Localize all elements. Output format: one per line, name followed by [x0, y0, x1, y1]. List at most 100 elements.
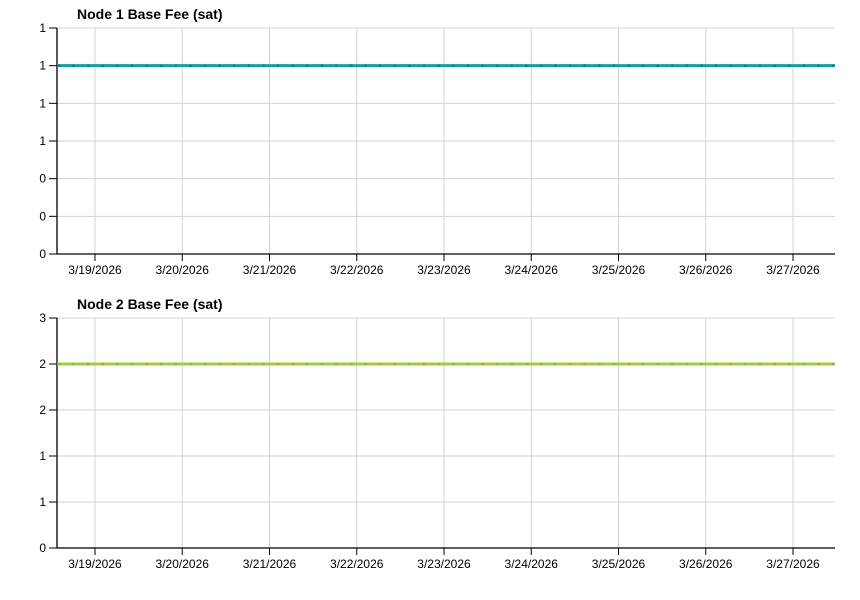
data-point-marker	[481, 64, 484, 68]
data-point-marker	[700, 362, 703, 366]
data-point-marker	[203, 362, 207, 366]
data-point-marker	[481, 362, 484, 366]
data-point-marker	[422, 362, 426, 366]
data-point-marker	[524, 64, 528, 68]
data-point-marker	[831, 362, 835, 366]
data-point-marker	[787, 64, 791, 68]
data-point-marker	[627, 64, 630, 68]
data-point-marker	[685, 362, 689, 366]
y-tick-label: 1	[39, 59, 46, 73]
x-tick-label: 3/21/2026	[243, 557, 297, 571]
data-point-marker	[802, 362, 806, 366]
data-point-marker	[57, 362, 61, 366]
data-point-marker	[495, 362, 499, 366]
data-point-marker	[437, 362, 441, 366]
data-point-marker	[451, 64, 455, 68]
data-point-marker	[466, 362, 470, 366]
y-tick-label: 2	[39, 357, 46, 371]
x-tick-label: 3/21/2026	[243, 263, 297, 277]
y-tick-label: 3	[39, 311, 46, 325]
data-point-marker	[320, 362, 324, 366]
data-point-marker	[218, 362, 222, 366]
data-point-marker	[189, 64, 192, 68]
data-point-marker	[568, 64, 572, 68]
node1-chart-title: Node 1 Base Fee (sat)	[77, 6, 223, 22]
x-tick-label: 3/27/2026	[766, 557, 820, 571]
data-point-marker	[247, 362, 251, 366]
data-point-marker	[349, 362, 353, 366]
data-point-marker	[393, 64, 397, 68]
data-point-marker	[116, 64, 119, 68]
x-tick-label: 3/19/2026	[68, 557, 122, 571]
data-point-marker	[568, 362, 572, 366]
data-point-marker	[86, 64, 90, 68]
y-tick-label: 1	[39, 96, 46, 110]
y-tick-label: 0	[39, 541, 46, 555]
x-tick-label: 3/20/2026	[156, 557, 210, 571]
data-point-marker	[729, 362, 733, 366]
data-point-marker	[583, 64, 587, 68]
x-tick-label: 3/23/2026	[417, 263, 471, 277]
data-point-marker	[612, 64, 616, 68]
data-point-marker	[130, 64, 134, 68]
data-point-marker	[641, 362, 645, 366]
data-point-marker	[276, 64, 280, 68]
data-point-marker	[656, 64, 660, 68]
x-tick-label: 3/19/2026	[68, 263, 122, 277]
data-point-marker	[364, 362, 368, 366]
data-point-marker	[247, 64, 251, 68]
data-point-marker	[145, 362, 149, 366]
data-point-marker	[262, 362, 265, 366]
data-point-marker	[641, 64, 645, 68]
y-tick-label: 2	[39, 403, 46, 417]
data-point-marker	[758, 362, 762, 366]
data-point-marker	[612, 362, 616, 366]
y-tick-label: 0	[39, 172, 46, 186]
x-tick-label: 3/23/2026	[417, 557, 471, 571]
data-point-marker	[145, 64, 149, 68]
data-point-marker	[670, 362, 674, 366]
y-tick-label: 1	[39, 21, 46, 35]
data-point-marker	[554, 362, 557, 366]
data-point-marker	[685, 64, 689, 68]
data-point-marker	[802, 64, 806, 68]
data-point-marker	[583, 362, 587, 366]
y-tick-label: 0	[39, 209, 46, 223]
data-point-marker	[539, 64, 543, 68]
data-point-marker	[378, 64, 382, 68]
data-point-marker	[597, 362, 601, 366]
y-tick-label: 0	[39, 247, 46, 261]
node2-chart-canvas: 0 1 1 2 2 3 3/19/2026 3/20/2026 3/21/2026 3/22/20…	[39, 311, 835, 571]
data-point-marker	[320, 64, 324, 68]
node1-chart-canvas: 0 0 0 1 1 1 1 3/19/2026 3/20/2026 3/21/2026 3/22/2…	[39, 21, 835, 277]
data-point-marker	[393, 362, 397, 366]
data-point-marker	[159, 64, 163, 68]
data-point-marker	[539, 362, 543, 366]
data-point-marker	[714, 64, 718, 68]
data-point-marker	[72, 64, 76, 68]
data-point-marker	[72, 362, 76, 366]
data-point-marker	[714, 362, 718, 366]
data-point-marker	[218, 64, 222, 68]
x-tick-label: 3/25/2026	[592, 263, 646, 277]
x-tick-label: 3/22/2026	[330, 557, 384, 571]
data-point-marker	[232, 362, 236, 366]
data-point-marker	[203, 64, 207, 68]
data-point-marker	[305, 362, 309, 366]
data-point-marker	[86, 362, 90, 366]
data-point-marker	[101, 362, 105, 366]
x-tick-label: 3/26/2026	[679, 263, 733, 277]
y-tick-label: 1	[39, 495, 46, 509]
data-point-marker	[291, 64, 295, 68]
y-tick-label: 1	[39, 134, 46, 148]
data-point-marker	[437, 64, 441, 68]
data-point-marker	[787, 362, 791, 366]
data-point-marker	[349, 64, 353, 68]
data-point-marker	[408, 362, 411, 366]
data-point-marker	[232, 64, 236, 68]
data-point-marker	[451, 362, 455, 366]
x-tick-label: 3/26/2026	[679, 557, 733, 571]
data-point-marker	[378, 362, 382, 366]
data-point-marker	[116, 362, 119, 366]
